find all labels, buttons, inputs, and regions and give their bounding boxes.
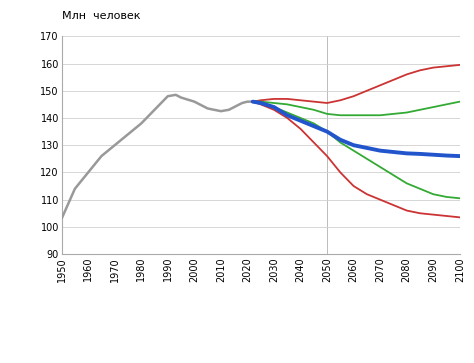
оценки — [125, 132, 131, 136]
границы 80% доверительного интервала — [324, 112, 330, 116]
оценки — [59, 216, 64, 221]
оценки — [72, 187, 78, 191]
границы 80% доверительного интервала — [351, 113, 356, 118]
границы 80% доверительного интервала — [284, 102, 290, 106]
оценки — [250, 99, 255, 104]
медианный прогноз — [430, 152, 436, 157]
медианный прогноз — [351, 143, 356, 147]
границы 95% доверительного интервала — [271, 97, 277, 101]
медианный прогноз — [377, 148, 383, 153]
медианный прогноз — [417, 152, 423, 156]
оценки — [173, 93, 179, 97]
оценки — [99, 154, 104, 158]
границы 80% доверительного интервала — [391, 112, 396, 116]
медианный прогноз — [404, 151, 410, 155]
оценки — [245, 99, 250, 104]
оценки — [226, 107, 232, 112]
границы 95% доверительного интервала — [364, 89, 370, 93]
границы 95% доверительного интервала — [351, 94, 356, 98]
границы 95% доверительного интервала — [377, 83, 383, 87]
оценки — [152, 107, 157, 112]
границы 80% доверительного интервала — [258, 99, 264, 104]
оценки — [218, 109, 224, 113]
оценки — [239, 101, 245, 105]
оценки — [138, 121, 144, 126]
Line: медианный прогноз: медианный прогноз — [253, 102, 460, 156]
границы 80% доверительного интервала — [430, 105, 436, 109]
оценки — [205, 106, 210, 111]
границы 95% доверительного интервала — [284, 97, 290, 101]
границы 95% доверительного интервала — [417, 68, 423, 73]
границы 95% доверительного интервала — [444, 64, 449, 68]
границы 95% доверительного интервала — [258, 98, 264, 102]
Line: оценки: оценки — [62, 95, 253, 219]
оценки — [231, 105, 237, 109]
границы 95% доверительного интервала — [430, 65, 436, 70]
медианный прогноз — [337, 138, 343, 142]
границы 95% доверительного интервала — [311, 99, 317, 104]
медианный прогноз — [324, 129, 330, 134]
границы 95% доверительного интервала — [391, 78, 396, 82]
границы 80% доверительного интервала — [444, 102, 449, 106]
медианный прогноз — [250, 99, 255, 104]
оценки — [112, 143, 118, 147]
Line: границы 95% доверительного интервала: границы 95% доверительного интервала — [253, 65, 460, 103]
Text: Млн  человек: Млн человек — [62, 11, 140, 21]
медианный прогноз — [258, 101, 264, 105]
оценки — [165, 94, 171, 98]
медианный прогноз — [457, 154, 463, 158]
медианный прогноз — [364, 146, 370, 150]
границы 80% доверительного интервала — [377, 113, 383, 118]
медианный прогноз — [311, 124, 317, 128]
медианный прогноз — [298, 118, 303, 123]
границы 80% доверительного интервала — [404, 110, 410, 115]
границы 80% доверительного интервала — [337, 113, 343, 118]
границы 95% доверительного интервала — [337, 98, 343, 102]
медианный прогноз — [284, 113, 290, 118]
границы 95% доверительного интервала — [457, 63, 463, 67]
медианный прогноз — [271, 105, 277, 109]
границы 80% доверительного интервала — [271, 101, 277, 105]
оценки — [178, 95, 184, 100]
медианный прогноз — [391, 150, 396, 154]
границы 95% доверительного интервала — [298, 98, 303, 102]
границы 80% доверительного интервала — [298, 105, 303, 109]
оценки — [191, 99, 197, 104]
границы 95% доверительного интервала — [250, 99, 255, 104]
границы 80% доверительного интервала — [457, 99, 463, 104]
границы 80% доверительного интервала — [250, 99, 255, 104]
Line: границы 80% доверительного интервала: границы 80% доверительного интервала — [253, 102, 460, 115]
границы 80% доверительного интервала — [417, 107, 423, 112]
границы 95% доверительного интервала — [324, 101, 330, 105]
границы 80% доверительного интервала — [364, 113, 370, 118]
оценки — [85, 170, 91, 175]
границы 95% доверительного интервала — [404, 72, 410, 77]
медианный прогноз — [444, 153, 449, 158]
границы 80% доверительного интервала — [311, 107, 317, 112]
